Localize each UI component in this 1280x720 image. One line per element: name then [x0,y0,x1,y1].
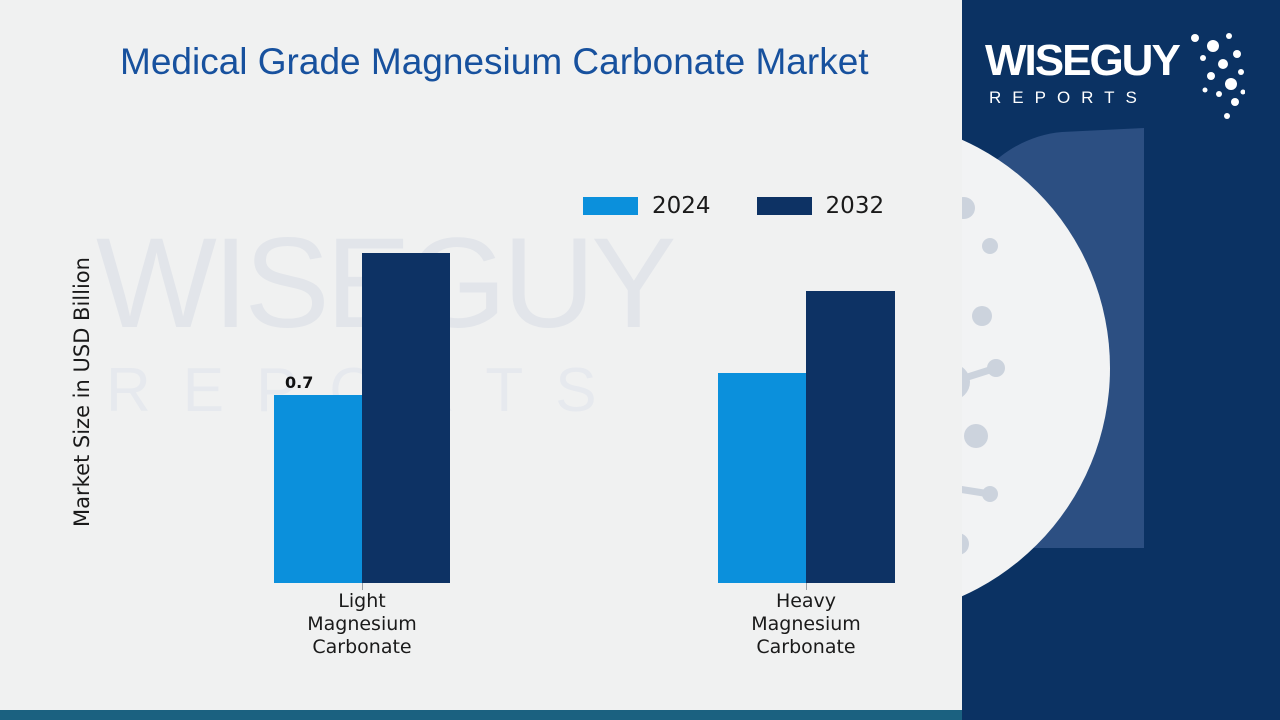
logo-subtext: REPORTS [989,88,1148,107]
molecule-pattern-icon [962,197,1005,555]
bar-value-light-2024: 0.7 [285,373,314,392]
page-title: Medical Grade Magnesium Carbonate Market [120,41,869,82]
category-label-heavy-line-3: Carbonate [756,636,856,658]
axis-tick-heavy [806,583,807,590]
category-label-heavy-line-2: Magnesium [751,613,861,635]
legend-swatch-2024 [583,197,638,215]
legend-swatch-2032 [756,197,812,215]
brand-logo: WISEGUY REPORTS [985,33,1245,120]
category-label-light-line-1: Light [338,590,386,612]
axis-tick-light [362,583,363,590]
category-label-light: Light Magnesium Carbonate [252,590,472,659]
logo-wordmark: WISEGUY [985,36,1181,85]
bar-light-2032[interactable] [362,253,450,583]
plot-area: 0.7 Light Magnesium Carbonate Heavy Magn… [252,253,916,659]
bottom-accent-strip [0,710,962,720]
bar-heavy-2032[interactable] [806,291,895,583]
brand-panel [962,0,1280,720]
category-label-heavy: Heavy Magnesium Carbonate [696,590,916,659]
chart-legend: 2024 2032 [583,194,884,218]
category-label-light-line-2: Magnesium [307,613,417,635]
legend-item-2032[interactable]: 2032 [756,193,885,219]
logo-dot-pattern-icon [1191,33,1245,119]
bar-heavy-2024[interactable] [718,373,806,583]
category-label-heavy-line-1: Heavy [775,590,837,612]
legend-label-2032: 2032 [825,193,885,219]
category-label-light-line-3: Carbonate [312,636,412,658]
legend-label-2024: 2024 [652,193,711,219]
legend-item-2024[interactable]: 2024 [583,194,711,218]
bar-light-2024[interactable] [274,395,362,583]
